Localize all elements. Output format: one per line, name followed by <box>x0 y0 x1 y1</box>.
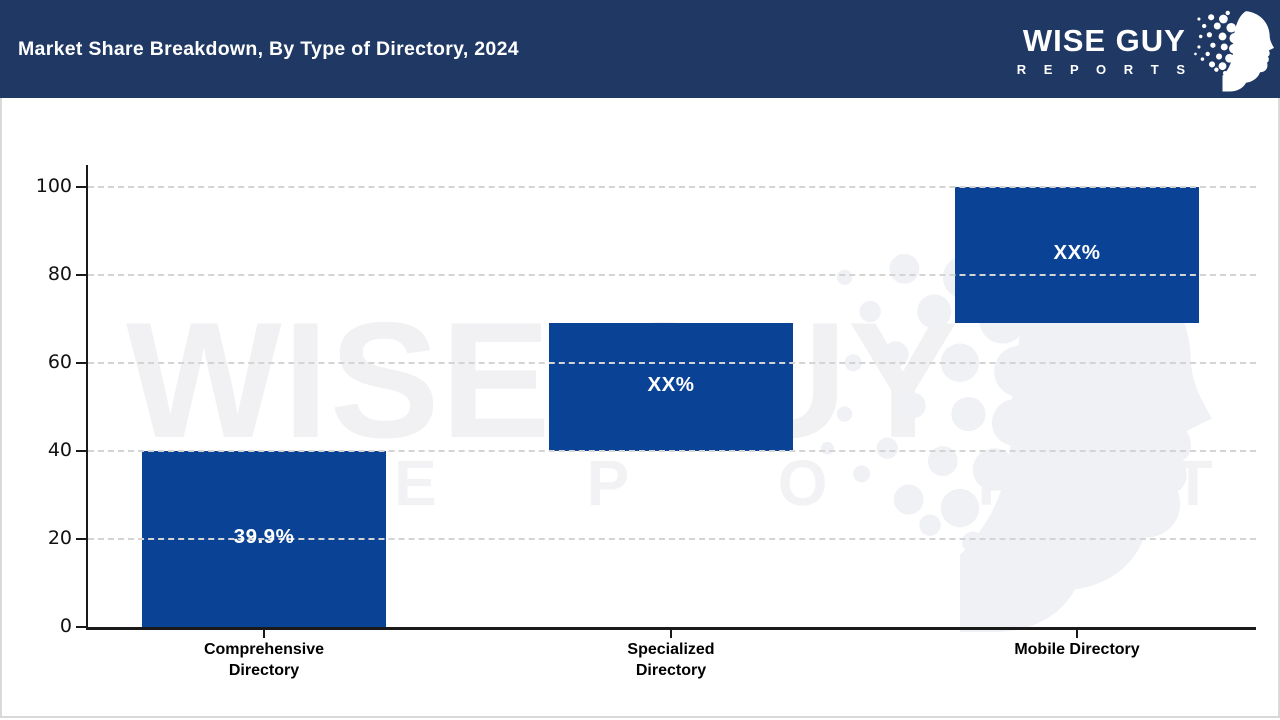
bar-value-label: XX% <box>1053 240 1101 264</box>
bar-value-label: XX% <box>647 372 695 396</box>
bar-segment <box>955 187 1199 323</box>
watermark-wordmark: WISE GUY <box>126 288 960 472</box>
gridline <box>88 450 1256 452</box>
y-tick-mark <box>76 625 87 629</box>
x-category-label: Specialized Directory <box>627 641 715 679</box>
bar-value-label: 39.9% <box>233 525 295 549</box>
x-tick-mark <box>262 629 266 638</box>
x-category-label: Mobile Directory <box>1014 641 1140 658</box>
header-bar: Market Share Breakdown, By Type of Direc… <box>0 0 1280 98</box>
wise-guy-logo: WISE GUY R E P O R T S <box>1017 2 1274 98</box>
logo-wordmark: WISE GUY <box>1022 23 1186 58</box>
page-title: Market Share Breakdown, By Type of Direc… <box>18 37 519 60</box>
y-tick-label: 40 <box>47 439 72 461</box>
gridline <box>88 538 1256 540</box>
y-tick-mark <box>76 537 87 541</box>
y-tick-mark <box>76 273 87 277</box>
gridline <box>88 362 1256 364</box>
gridline <box>88 186 1256 188</box>
y-tick-label: 0 <box>59 615 72 637</box>
y-tick-label: 20 <box>47 527 72 549</box>
bar-segment <box>549 322 793 452</box>
x-tick-mark <box>1075 629 1079 638</box>
y-tick-mark <box>76 361 87 365</box>
y-tick-label: 80 <box>47 263 72 285</box>
y-axis-line <box>85 165 88 630</box>
logo-subtitle: R E P O R T S <box>1016 62 1192 77</box>
wise-guy-head-icon <box>1194 10 1274 92</box>
x-tick-mark <box>669 629 673 638</box>
gridline <box>88 274 1256 276</box>
y-tick-label: 60 <box>47 351 72 373</box>
y-tick-mark <box>76 449 87 453</box>
x-axis-line <box>85 627 1256 630</box>
x-category-label: Comprehensive Directory <box>203 641 325 679</box>
logo-wordmark-block: WISE GUY R E P O R T S <box>1017 23 1192 77</box>
y-tick-mark <box>76 185 87 189</box>
y-tick-label: 100 <box>35 175 72 197</box>
